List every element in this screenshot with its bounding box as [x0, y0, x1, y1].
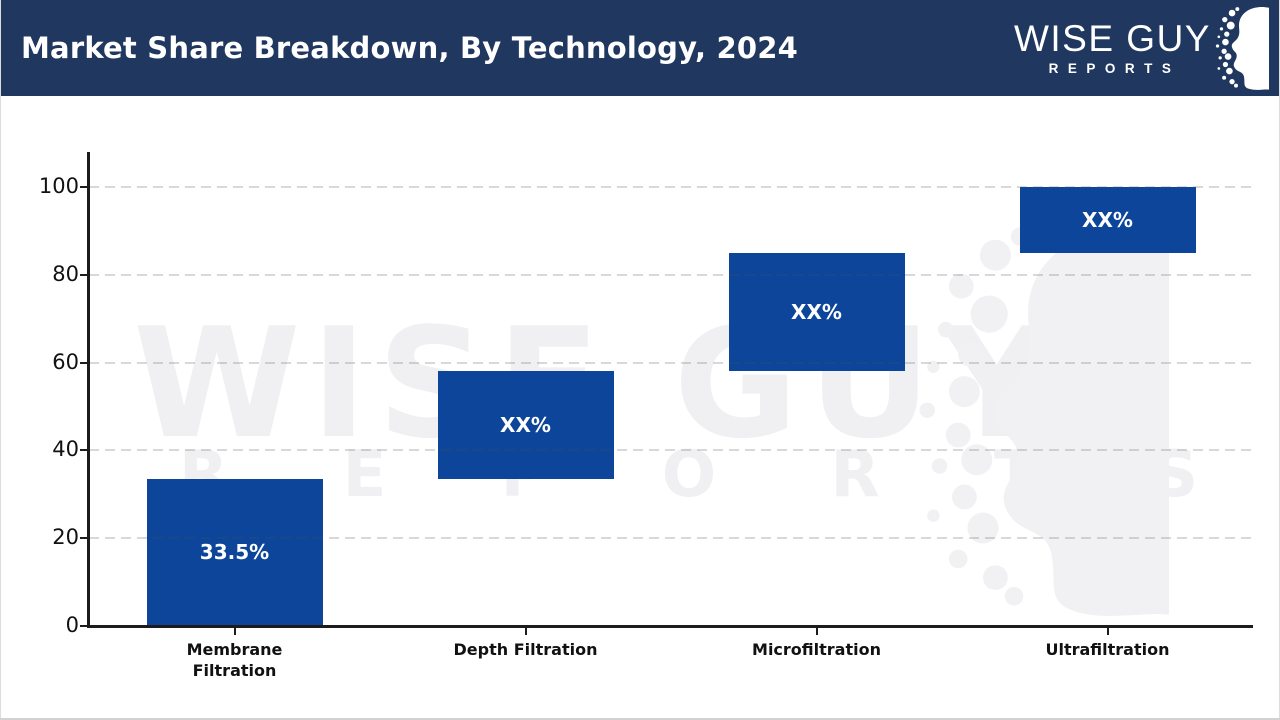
y-tick-label: 100 [38, 174, 79, 198]
x-category-label-line: Microfiltration [752, 640, 881, 659]
x-category-label-line: Depth Filtration [453, 640, 598, 659]
chart-bar: 33.5% [146, 478, 323, 626]
chart-bar: XX% [437, 371, 614, 479]
y-tick-mark [80, 186, 89, 188]
x-tick-mark [1106, 628, 1109, 635]
x-tick-mark [233, 628, 236, 635]
y-gridline [89, 537, 1253, 540]
y-gridline [89, 361, 1253, 364]
x-category-label: Ultrafiltration [988, 639, 1228, 660]
y-gridline [89, 273, 1253, 276]
x-axis-line [87, 625, 1253, 628]
y-tick-mark [80, 449, 89, 452]
y-tick-label: 20 [52, 525, 79, 550]
x-tick-mark [815, 628, 818, 635]
y-tick-mark [80, 537, 89, 540]
y-gridline [89, 186, 1253, 188]
bar-value-label: XX% [500, 413, 551, 438]
x-category-label-line: Membrane [186, 640, 283, 659]
brand-name: WISE GUY [1013, 18, 1211, 59]
brand-head-icon [1203, 5, 1269, 91]
y-tick-label: 60 [52, 349, 79, 374]
y-gridline [89, 449, 1253, 452]
y-tick-label: 40 [52, 437, 79, 462]
page-title: Market Share Breakdown, By Technology, 2… [21, 31, 799, 65]
brand-logo: WISE GUY REPORTS [1014, 4, 1269, 92]
y-tick-label: 80 [52, 261, 79, 286]
x-category-label: Microfiltration [697, 639, 937, 660]
brand-subname: REPORTS [1048, 61, 1181, 76]
x-tick-mark [524, 628, 527, 635]
y-tick-mark [80, 361, 89, 364]
x-category-label: Membrane Filtration [115, 639, 355, 681]
bar-value-label: 33.5% [199, 540, 270, 565]
x-category-label-line: Ultrafiltration [1045, 640, 1170, 659]
brand-logo-text: WISE GUY REPORTS [1013, 18, 1211, 77]
chart-bar: XX% [1019, 187, 1196, 253]
y-axis-line [87, 152, 90, 628]
chart-bar: XX% [728, 252, 905, 372]
bar-value-label: XX% [1082, 207, 1133, 232]
y-tick-label: 0 [65, 613, 79, 637]
y-tick-mark [80, 273, 89, 276]
y-tick-mark [80, 625, 89, 627]
x-category-label: Depth Filtration [406, 639, 646, 660]
bar-value-label: XX% [791, 300, 842, 325]
x-category-label-line: Filtration [192, 661, 277, 680]
header-bar: Market Share Breakdown, By Technology, 2… [1, 0, 1279, 96]
